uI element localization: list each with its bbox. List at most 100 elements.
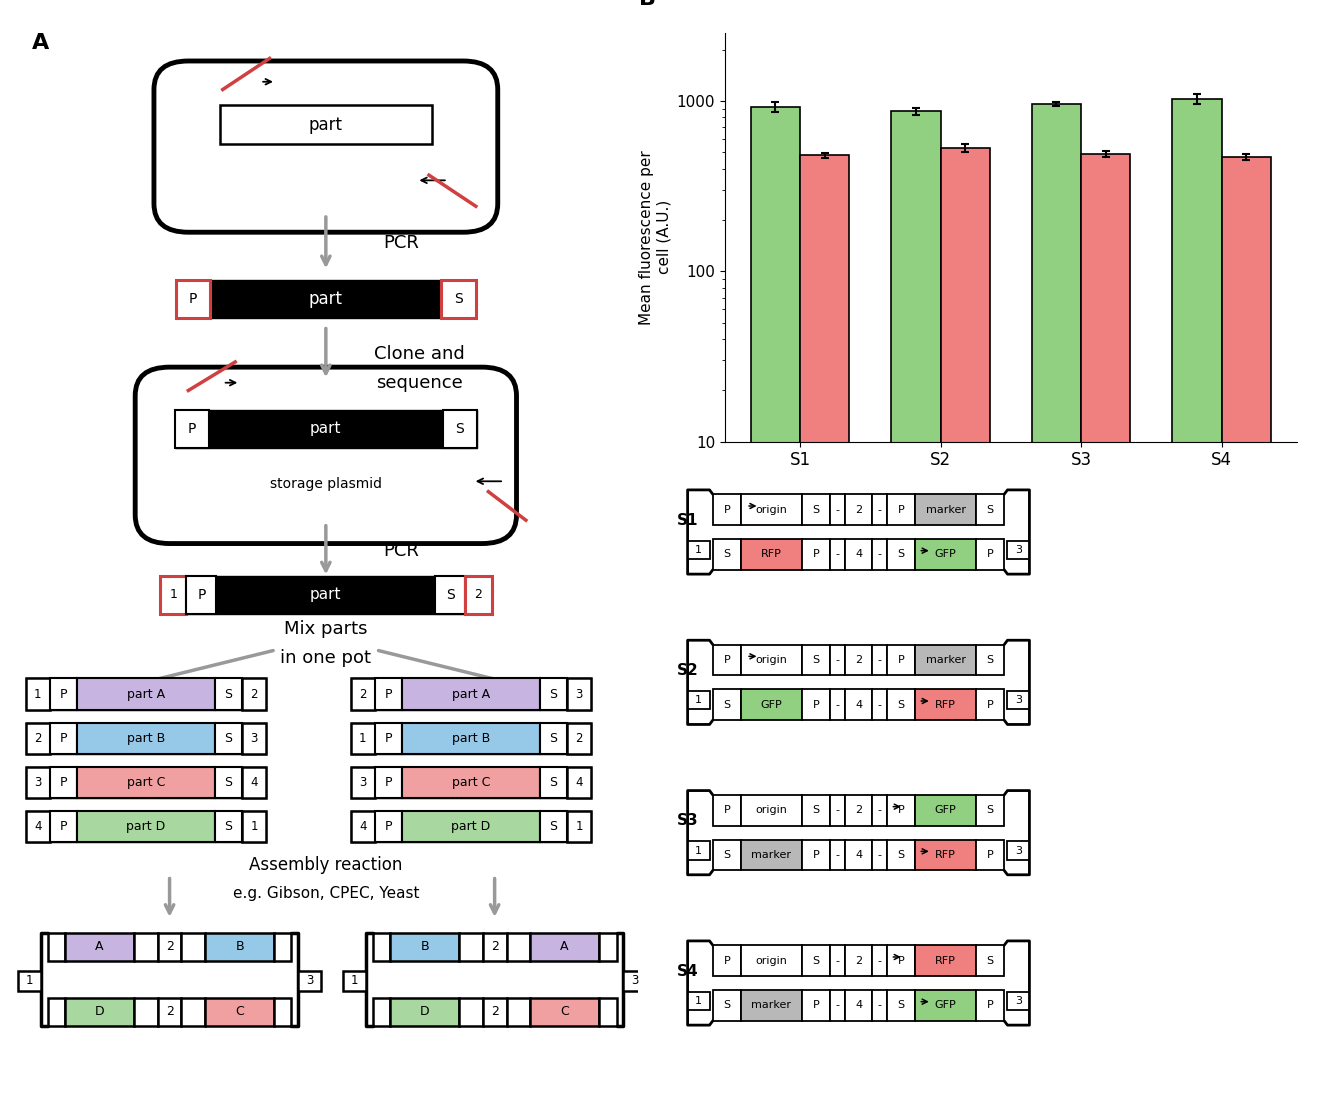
Bar <box>351 766 375 798</box>
Bar <box>65 998 134 1026</box>
Bar <box>567 766 591 798</box>
Bar <box>507 933 531 962</box>
Text: -: - <box>835 1000 839 1010</box>
Bar <box>465 576 492 614</box>
Text: -: - <box>835 655 839 665</box>
Bar <box>242 722 266 754</box>
Bar <box>443 411 477 447</box>
Bar <box>887 945 915 976</box>
Text: GFP: GFP <box>761 700 782 710</box>
Text: S1: S1 <box>677 512 698 528</box>
Text: 1: 1 <box>696 996 702 1006</box>
Bar <box>688 991 710 1010</box>
Text: P: P <box>898 505 904 514</box>
Text: origin: origin <box>755 655 787 665</box>
Text: part A: part A <box>452 688 489 701</box>
Text: 2: 2 <box>35 732 41 744</box>
Text: 3: 3 <box>576 688 583 701</box>
Text: part: part <box>309 116 343 134</box>
Bar <box>176 280 210 318</box>
Bar <box>375 810 402 842</box>
Text: -: - <box>878 805 882 816</box>
Bar <box>1008 541 1029 559</box>
Text: 3: 3 <box>35 776 41 788</box>
Bar <box>830 945 845 976</box>
Text: S: S <box>724 550 730 560</box>
Text: P: P <box>197 588 206 602</box>
Text: -: - <box>835 850 839 860</box>
Text: 2: 2 <box>166 941 173 954</box>
Text: 3: 3 <box>1015 696 1021 705</box>
Text: S: S <box>813 805 819 816</box>
Text: 3: 3 <box>1015 846 1021 856</box>
Text: -: - <box>835 805 839 816</box>
Bar <box>402 766 540 798</box>
Bar <box>17 972 41 990</box>
Bar <box>622 972 646 990</box>
Bar <box>25 722 49 754</box>
Text: GFP: GFP <box>935 550 956 560</box>
Bar <box>205 998 274 1026</box>
Bar <box>713 990 741 1021</box>
Text: P: P <box>724 805 730 816</box>
Bar <box>845 689 872 720</box>
Bar <box>801 156 850 1104</box>
Bar <box>242 810 266 842</box>
Text: 3: 3 <box>1015 996 1021 1006</box>
Text: B: B <box>235 941 243 954</box>
Text: P: P <box>724 505 730 514</box>
Bar <box>402 722 540 754</box>
Bar <box>375 679 402 710</box>
Bar <box>459 933 483 962</box>
Bar <box>49 766 77 798</box>
Bar <box>915 645 976 676</box>
Bar <box>741 689 802 720</box>
Text: P: P <box>898 805 904 816</box>
Text: S: S <box>446 588 455 602</box>
Text: S: S <box>724 1000 730 1010</box>
Bar <box>49 810 77 842</box>
Bar <box>375 766 402 798</box>
Bar <box>390 933 459 962</box>
Bar <box>134 998 158 1026</box>
Text: PCR: PCR <box>383 542 419 561</box>
Bar <box>274 933 291 962</box>
Text: S: S <box>225 776 233 788</box>
Text: S: S <box>987 505 994 514</box>
Bar <box>442 280 476 318</box>
Bar <box>887 840 915 870</box>
Text: C: C <box>235 1006 243 1018</box>
Text: 3: 3 <box>250 732 258 744</box>
Bar <box>186 576 217 614</box>
Text: P: P <box>724 956 730 966</box>
Text: P: P <box>189 293 197 306</box>
Bar <box>351 810 591 842</box>
Text: S: S <box>225 820 233 832</box>
Bar <box>160 576 186 614</box>
Bar <box>1008 691 1029 710</box>
Bar <box>598 998 617 1026</box>
Text: origin: origin <box>755 805 787 816</box>
Text: 3: 3 <box>306 975 314 987</box>
Bar <box>598 933 617 962</box>
Text: GFP: GFP <box>935 805 956 816</box>
Bar <box>830 539 845 570</box>
Text: PCR: PCR <box>383 234 419 252</box>
Bar <box>976 795 1004 826</box>
Text: P: P <box>987 700 994 710</box>
Text: storage plasmid: storage plasmid <box>270 477 382 491</box>
Bar <box>77 679 214 710</box>
Text: 4: 4 <box>855 700 862 710</box>
Text: S: S <box>724 850 730 860</box>
Bar <box>887 795 915 826</box>
Bar <box>713 645 741 676</box>
Text: S: S <box>898 550 904 560</box>
Bar <box>214 810 242 842</box>
Text: part D: part D <box>126 820 165 832</box>
Bar <box>830 840 845 870</box>
Text: P: P <box>987 550 994 560</box>
Text: S: S <box>898 850 904 860</box>
Text: -: - <box>878 956 882 966</box>
Text: P: P <box>987 1000 994 1010</box>
Bar <box>540 810 567 842</box>
